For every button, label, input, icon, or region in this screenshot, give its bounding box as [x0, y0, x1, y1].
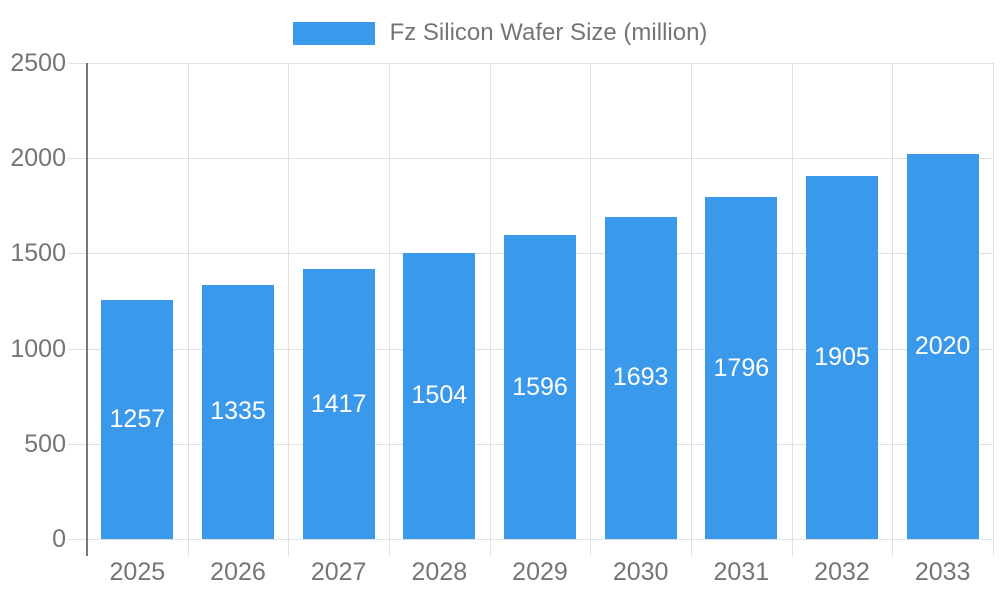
y-tick-label: 0	[52, 525, 66, 553]
y-tick-label: 500	[24, 429, 66, 458]
bar[interactable]: 1335	[202, 284, 274, 539]
bar[interactable]: 1504	[403, 252, 476, 539]
bar-value-label: 1417	[310, 389, 367, 418]
v-gridline	[288, 63, 290, 556]
h-gridline	[68, 63, 993, 64]
y-tick-label: 2000	[10, 144, 66, 173]
x-tick-label: 2033	[914, 558, 971, 586]
legend-swatch	[292, 21, 375, 45]
h-gridline	[68, 158, 993, 160]
x-tick-label: 2030	[612, 558, 669, 586]
v-gridline	[187, 63, 189, 556]
bar-value-label: 1796	[713, 353, 770, 382]
x-tick-label: 2032	[814, 558, 870, 586]
legend-label: Fz Silicon Wafer Size (million)	[389, 19, 708, 46]
bar-value-label: 1905	[814, 343, 870, 372]
legend[interactable]: Fz Silicon Wafer Size (million)	[0, 19, 1000, 47]
x-tick-label: 2031	[713, 558, 770, 586]
bar-value-label: 1693	[612, 363, 669, 392]
y-tick-label: 1000	[10, 334, 66, 363]
x-tick-label: 2025	[109, 558, 166, 586]
bar[interactable]: 1693	[604, 216, 677, 539]
bar-value-label: 1596	[512, 372, 568, 401]
bar-value-label: 2020	[914, 332, 971, 361]
v-gridline	[993, 63, 994, 556]
bar-value-label: 1504	[411, 381, 468, 410]
x-tick-label: 2029	[512, 558, 568, 586]
bar[interactable]: 1596	[504, 235, 576, 539]
y-tick-label: 2500	[10, 49, 66, 77]
bar[interactable]: 1257	[101, 299, 174, 539]
x-tick-label: 2028	[411, 558, 468, 586]
h-gridline	[68, 539, 993, 540]
y-tick-label: 1500	[10, 239, 66, 268]
v-gridline	[892, 63, 894, 556]
bar-value-label: 1335	[210, 397, 266, 426]
v-gridline	[590, 63, 592, 556]
bar[interactable]: 2020	[906, 154, 979, 539]
v-gridline	[791, 63, 793, 556]
bar[interactable]: 1905	[806, 176, 878, 539]
bar-value-label: 1257	[109, 404, 166, 433]
x-tick-label: 2026	[210, 558, 266, 586]
y-axis-line	[86, 63, 88, 556]
v-gridline	[691, 63, 692, 556]
v-gridline	[489, 63, 491, 556]
x-tick-label: 2027	[310, 558, 367, 586]
v-gridline	[389, 63, 390, 556]
bar[interactable]: 1796	[705, 197, 778, 539]
bar[interactable]: 1417	[302, 269, 375, 539]
